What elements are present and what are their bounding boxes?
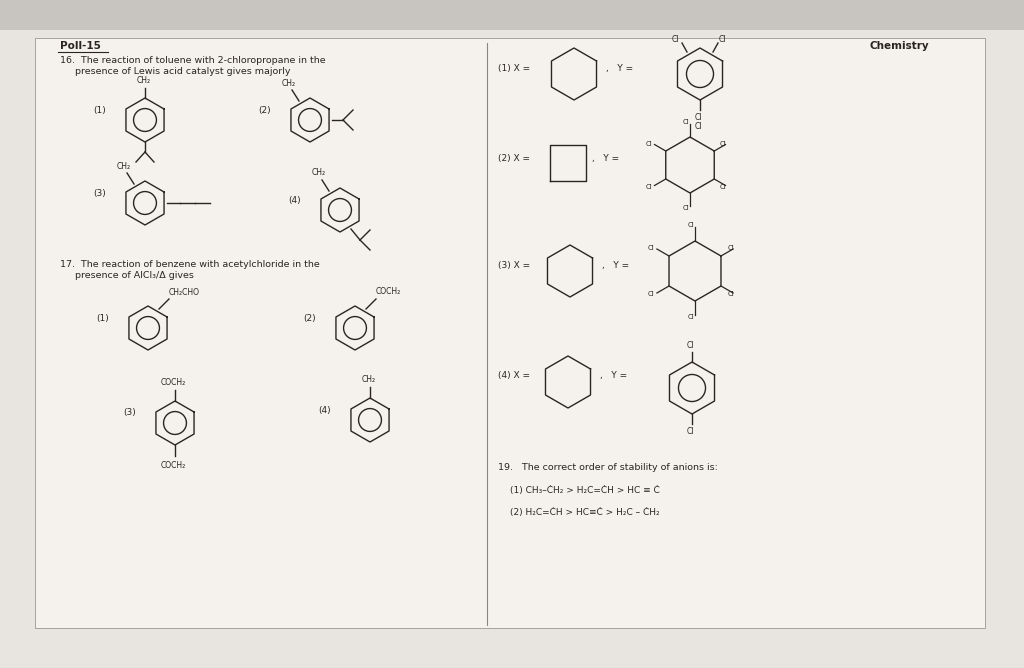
Text: Cl: Cl: [688, 222, 694, 228]
Text: Cl: Cl: [683, 205, 689, 211]
Text: Cl: Cl: [672, 35, 680, 43]
Text: (3) X =: (3) X =: [498, 261, 530, 269]
Text: ,   Y =: , Y =: [602, 261, 629, 269]
Text: (3): (3): [123, 409, 136, 418]
Text: Cl: Cl: [695, 122, 702, 130]
Text: CH₂: CH₂: [282, 79, 296, 88]
Text: Cl: Cl: [727, 291, 734, 297]
Text: Cl: Cl: [720, 184, 727, 190]
Text: Cl: Cl: [683, 119, 689, 125]
Text: (1): (1): [96, 313, 109, 323]
Text: Cl: Cl: [719, 35, 726, 43]
Text: (2): (2): [258, 106, 270, 114]
Text: 16.  The reaction of toluene with 2-chloropropane in the: 16. The reaction of toluene with 2-chlor…: [60, 55, 326, 65]
Text: (2) H₂C=ĊH > HC≡Ċ > H₂C – ĊH₂: (2) H₂C=ĊH > HC≡Ċ > H₂C – ĊH₂: [510, 508, 659, 518]
Text: Cl: Cl: [727, 245, 734, 251]
Text: (3): (3): [93, 188, 105, 198]
Text: (2): (2): [303, 313, 315, 323]
Bar: [35, 38, 985, 628]
Text: 19.   The correct order of stability of anions is:: 19. The correct order of stability of an…: [498, 464, 718, 472]
Text: CH₂: CH₂: [362, 375, 376, 383]
Text: CH₂: CH₂: [117, 162, 131, 170]
Text: Chemistry: Chemistry: [870, 41, 930, 51]
Text: (1) CH₃–ĊH₂ > H₂C=ĊH > HC ≡ Ċ: (1) CH₃–ĊH₂ > H₂C=ĊH > HC ≡ Ċ: [510, 486, 659, 496]
Text: Cl: Cl: [687, 426, 694, 436]
Text: (1) X =: (1) X =: [498, 63, 530, 73]
Text: Cl: Cl: [648, 245, 654, 251]
Text: ,   Y =: , Y =: [600, 371, 627, 379]
Text: COCH₂: COCH₂: [376, 287, 401, 295]
Text: 17.  The reaction of benzene with acetylchloride in the: 17. The reaction of benzene with acetylc…: [60, 259, 319, 269]
Text: Cl: Cl: [645, 184, 652, 190]
Bar: [0, 0, 1024, 30]
Text: Cl: Cl: [720, 140, 727, 146]
Text: CH₂: CH₂: [312, 168, 326, 176]
Text: ,   Y =: , Y =: [592, 154, 620, 162]
Text: presence of Lewis acid catalyst gives majorly: presence of Lewis acid catalyst gives ma…: [75, 67, 291, 75]
Text: COCH₂: COCH₂: [161, 377, 186, 387]
Text: COCH₂: COCH₂: [161, 462, 186, 470]
Text: Cl: Cl: [648, 291, 654, 297]
Text: (2) X =: (2) X =: [498, 154, 530, 162]
Text: Cl: Cl: [695, 112, 702, 122]
Text: (4) X =: (4) X =: [498, 371, 530, 379]
Text: (4): (4): [288, 196, 301, 204]
Text: ,   Y =: , Y =: [606, 63, 633, 73]
Text: presence of AlCl₃/Δ gives: presence of AlCl₃/Δ gives: [75, 271, 194, 279]
Text: CH₂CHO: CH₂CHO: [169, 287, 200, 297]
Text: Cl: Cl: [688, 314, 694, 320]
Text: Poll-15: Poll-15: [60, 41, 101, 51]
Text: Cl: Cl: [687, 341, 694, 349]
Text: (1): (1): [93, 106, 105, 114]
Text: CH₂: CH₂: [137, 75, 152, 84]
Text: (4): (4): [318, 405, 331, 415]
Text: Cl: Cl: [645, 140, 652, 146]
